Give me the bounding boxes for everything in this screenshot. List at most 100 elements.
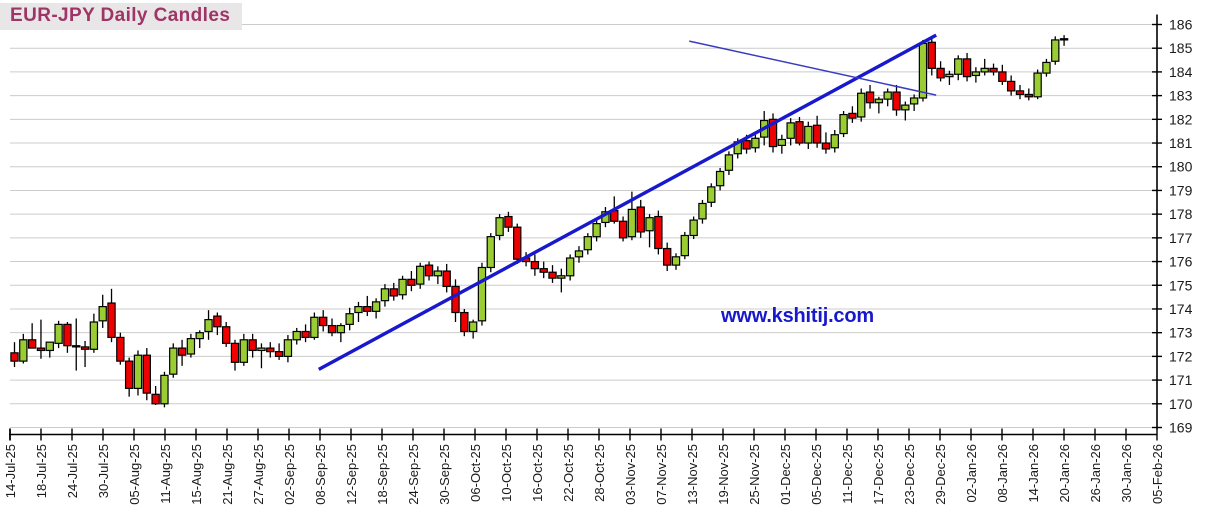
x-axis-tick-label: 14-Jan-26 xyxy=(1026,444,1041,503)
candle xyxy=(310,312,319,340)
candle-body xyxy=(1006,80,1016,92)
candle xyxy=(72,318,81,371)
x-axis-tick-label: 06-Oct-25 xyxy=(468,444,483,502)
candle-body xyxy=(936,67,945,79)
candle xyxy=(892,84,901,116)
candle xyxy=(618,216,628,242)
candle-body xyxy=(283,339,293,357)
candle-body xyxy=(98,306,107,322)
x-axis-tick-label: 05-Feb-26 xyxy=(1150,444,1165,504)
candle xyxy=(151,386,160,405)
candle-body xyxy=(257,347,266,352)
x-axis-tick-label: 27-Aug-25 xyxy=(251,444,266,505)
candle-body xyxy=(142,354,151,394)
candle-body xyxy=(777,138,787,146)
y-axis-labels: 169 170 171 172 173 174 175 176 177 178 179 180 181 1… xyxy=(1152,17,1193,436)
candle-body xyxy=(654,215,663,250)
candle-body xyxy=(548,271,557,279)
candle xyxy=(416,262,425,289)
candle-body xyxy=(724,154,734,171)
candle xyxy=(786,118,795,146)
x-axis-tick-label: 29-Dec-25 xyxy=(933,444,948,505)
candle-body xyxy=(839,113,848,135)
candle xyxy=(407,271,416,292)
candle xyxy=(945,70,954,85)
x-axis-tick-label: 24-Jul-25 xyxy=(65,444,80,498)
candle xyxy=(398,275,407,300)
candle-body xyxy=(795,121,804,144)
candle-body xyxy=(557,275,566,279)
candle-body xyxy=(592,223,601,238)
candle xyxy=(63,322,72,353)
candle-body xyxy=(1059,38,1069,41)
candle-series xyxy=(10,35,1069,408)
y-axis-tick-label: 172 xyxy=(1169,348,1193,364)
candle xyxy=(27,323,37,349)
candle xyxy=(89,313,99,353)
candle xyxy=(927,37,936,76)
candle xyxy=(1024,88,1033,101)
candle-body xyxy=(1015,90,1025,96)
x-axis-tick-label: 18-Sep-25 xyxy=(375,444,390,505)
candle-body xyxy=(54,323,63,344)
candle xyxy=(565,254,575,281)
x-axis-tick-label: 14-Jul-25 xyxy=(3,444,18,498)
y-axis-tick-label: 183 xyxy=(1169,88,1193,104)
candle xyxy=(768,113,778,153)
candle xyxy=(45,341,54,358)
y-axis-tick-label: 179 xyxy=(1169,182,1193,198)
candle xyxy=(901,101,910,121)
trendlines xyxy=(317,33,937,371)
candle-body xyxy=(892,91,901,111)
candle-body xyxy=(213,315,222,328)
candle xyxy=(804,121,813,149)
candle xyxy=(486,233,495,273)
candle-body xyxy=(830,134,839,149)
candle-body xyxy=(133,354,143,389)
candle xyxy=(10,342,19,368)
candle-body xyxy=(574,250,584,258)
candle xyxy=(433,266,443,285)
candle-body xyxy=(901,104,910,111)
x-axis-tick-label: 26-Jan-26 xyxy=(1088,444,1103,503)
candle-body xyxy=(424,264,434,277)
candle-body xyxy=(186,338,196,355)
candle xyxy=(204,310,213,340)
candle xyxy=(230,339,240,371)
y-axis-tick-label: 173 xyxy=(1169,325,1193,341)
candle-body xyxy=(266,347,275,353)
candle-body xyxy=(63,323,72,347)
candle xyxy=(513,223,522,264)
candle-body xyxy=(989,67,998,73)
candle xyxy=(654,210,663,255)
candle xyxy=(424,261,434,281)
candle-body xyxy=(751,137,760,149)
candle xyxy=(1033,69,1042,100)
candle xyxy=(98,294,107,328)
x-axis-tick-label: 25-Nov-25 xyxy=(747,444,762,505)
candle-body xyxy=(918,42,928,99)
candle-body xyxy=(327,324,337,334)
candle-body xyxy=(707,186,716,203)
candle-body xyxy=(151,393,160,405)
candle-body xyxy=(583,236,593,251)
y-axis-tick-label: 175 xyxy=(1169,277,1193,293)
candle xyxy=(345,307,354,331)
x-axis-tick-label: 02-Jan-26 xyxy=(964,444,979,503)
x-axis-tick-label: 01-Dec-25 xyxy=(778,444,793,505)
candle xyxy=(186,333,196,358)
candle xyxy=(989,63,998,76)
y-axis-tick-label: 174 xyxy=(1169,301,1193,317)
x-axis-tick-label: 07-Nov-25 xyxy=(654,444,669,505)
candle xyxy=(363,295,372,317)
candle-body xyxy=(645,217,654,232)
candle xyxy=(812,115,822,148)
y-axis-tick-label: 171 xyxy=(1169,372,1193,388)
candle-body xyxy=(671,256,681,266)
candle xyxy=(715,167,725,191)
candle xyxy=(221,322,231,347)
candle-body xyxy=(821,142,831,150)
candle-body xyxy=(398,278,407,296)
candle-body xyxy=(689,219,698,237)
